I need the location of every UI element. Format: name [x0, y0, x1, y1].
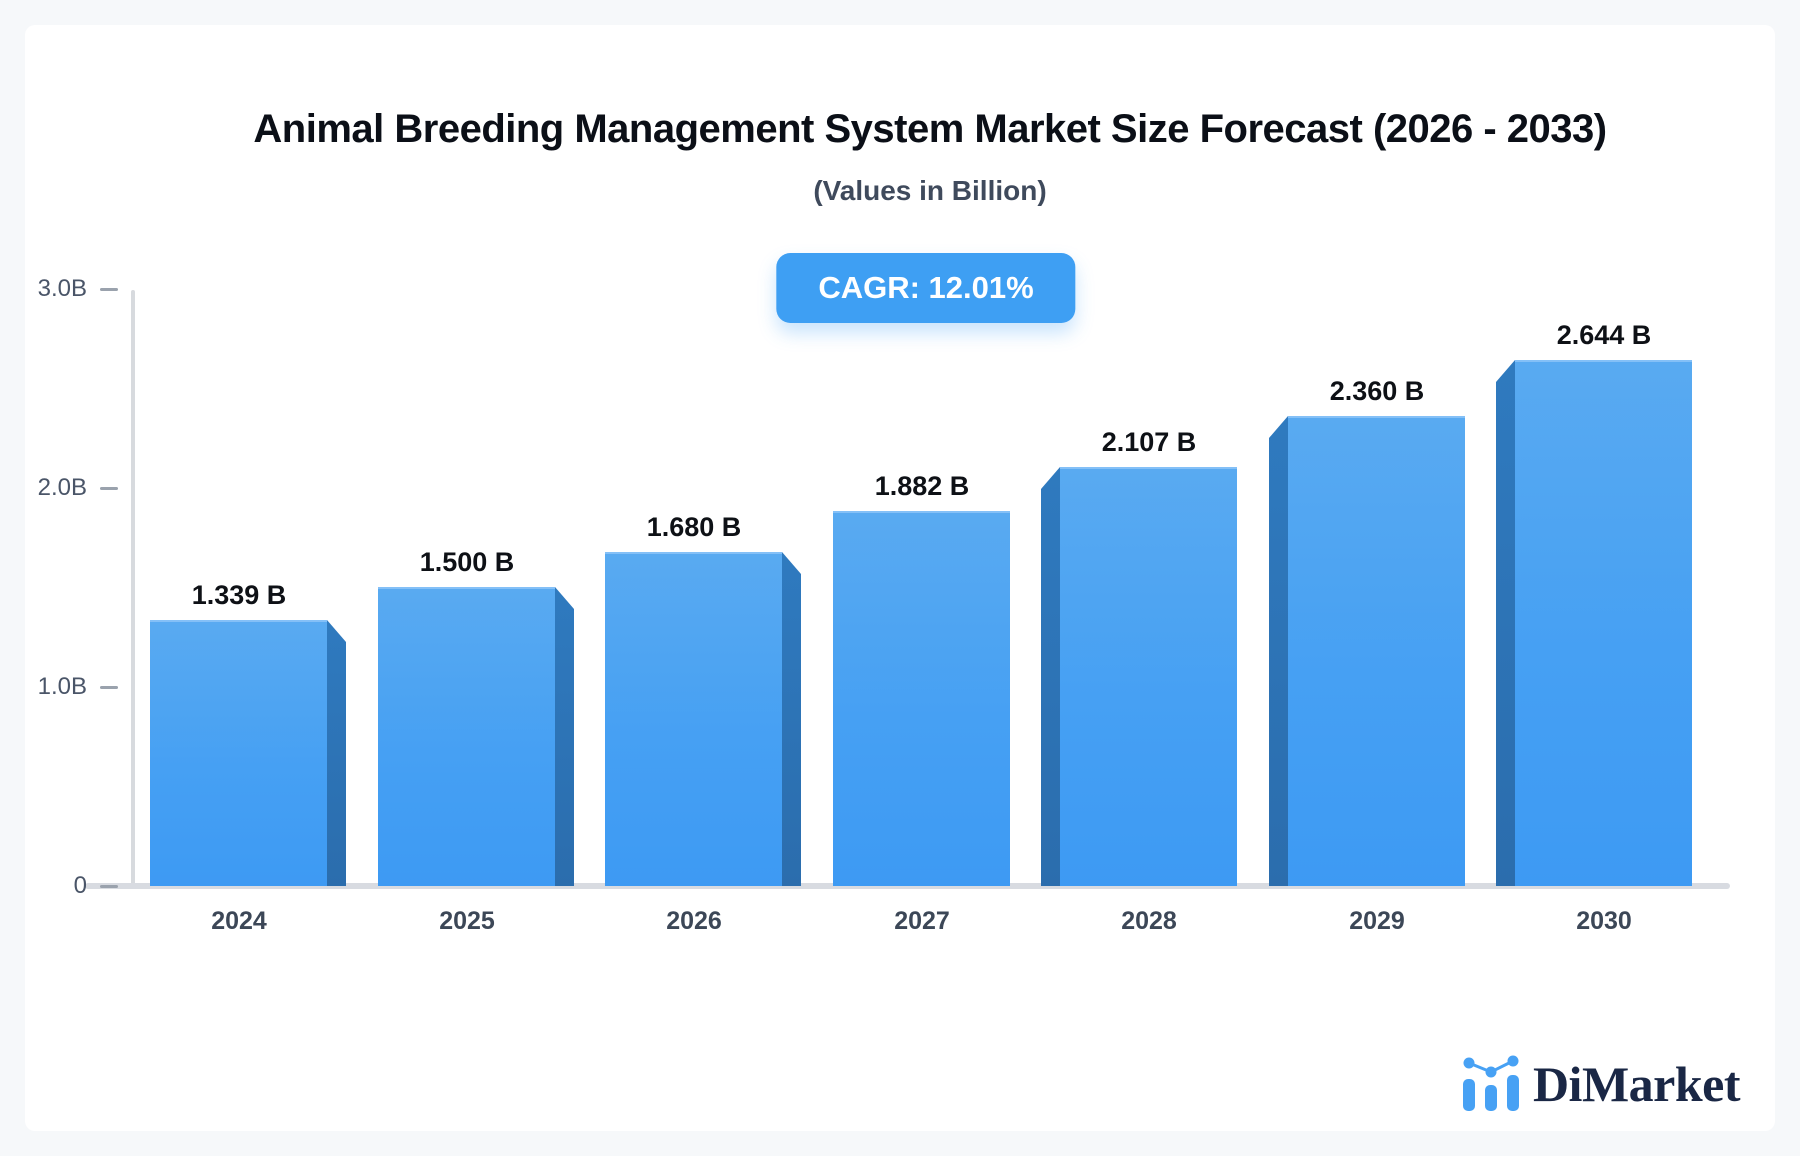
x-axis-label-2030: 2030 — [1576, 907, 1632, 935]
x-axis-baseline — [85, 883, 1730, 889]
x-axis-label-2025: 2025 — [439, 907, 495, 935]
x-axis-label-2029: 2029 — [1349, 907, 1405, 935]
bar-side-2029 — [1269, 416, 1288, 886]
x-axis-label-2028: 2028 — [1121, 907, 1177, 935]
bar-2027[interactable] — [833, 511, 1010, 886]
bar-2025[interactable] — [378, 587, 555, 886]
bar-2030[interactable] — [1515, 360, 1692, 886]
bar-value-label-2027: 1.882 B — [874, 471, 970, 501]
bar-side-2025 — [555, 587, 574, 886]
y-tick-label-0: 0 — [73, 872, 87, 899]
bar-value-label-2030: 2.644 B — [1556, 320, 1652, 350]
dimarket-logo: DiMarket — [1461, 1053, 1741, 1115]
x-axis-label-2024: 2024 — [211, 907, 267, 935]
bar-side-2028 — [1041, 467, 1060, 886]
y-tick-label-2.0B: 2.0B — [37, 474, 87, 501]
bar-2026[interactable] — [605, 552, 782, 886]
x-axis-label-2026: 2026 — [666, 907, 722, 935]
x-axis-label-2027: 2027 — [894, 907, 950, 935]
y-tick-mark-1.0B — [100, 686, 118, 689]
bar-side-2024 — [327, 620, 346, 886]
bar-side-2030 — [1496, 360, 1515, 886]
bar-value-label-2026: 1.680 B — [646, 512, 742, 542]
y-tick-label-1.0B: 1.0B — [37, 673, 87, 700]
brand-name: DiMarket — [1532, 1056, 1741, 1112]
chart-card: Animal Breeding Management System Market… — [25, 25, 1775, 1131]
y-tick-mark-0 — [100, 885, 118, 888]
y-tick-mark-2.0B — [100, 487, 118, 490]
bar-value-label-2029: 2.360 B — [1329, 376, 1425, 406]
bar-chart-icon — [1462, 1055, 1519, 1111]
chart-title: Animal Breeding Management System Market… — [253, 107, 1607, 151]
bar-value-label-2028: 2.107 B — [1101, 427, 1197, 457]
bar-2029[interactable] — [1288, 416, 1465, 886]
y-tick-label-3.0B: 3.0B — [37, 275, 87, 302]
cagr-badge[interactable]: CAGR: 12.01% — [776, 253, 1076, 323]
bar-2028[interactable] — [1060, 467, 1237, 886]
bar-chart-plot: 3.0B 2.0B 1.0B 0 1.339 B 2024 1.500 B 2025 1.680… — [25, 25, 1775, 1131]
y-tick-mark-3.0B — [100, 288, 118, 291]
bar-2024[interactable] — [150, 620, 327, 886]
y-axis-line — [131, 290, 135, 886]
chart-subtitle: (Values in Billion) — [813, 175, 1047, 206]
bar-value-label-2025: 1.500 B — [419, 547, 515, 577]
bar-value-label-2024: 1.339 B — [191, 580, 287, 610]
bar-side-2026 — [782, 552, 801, 886]
